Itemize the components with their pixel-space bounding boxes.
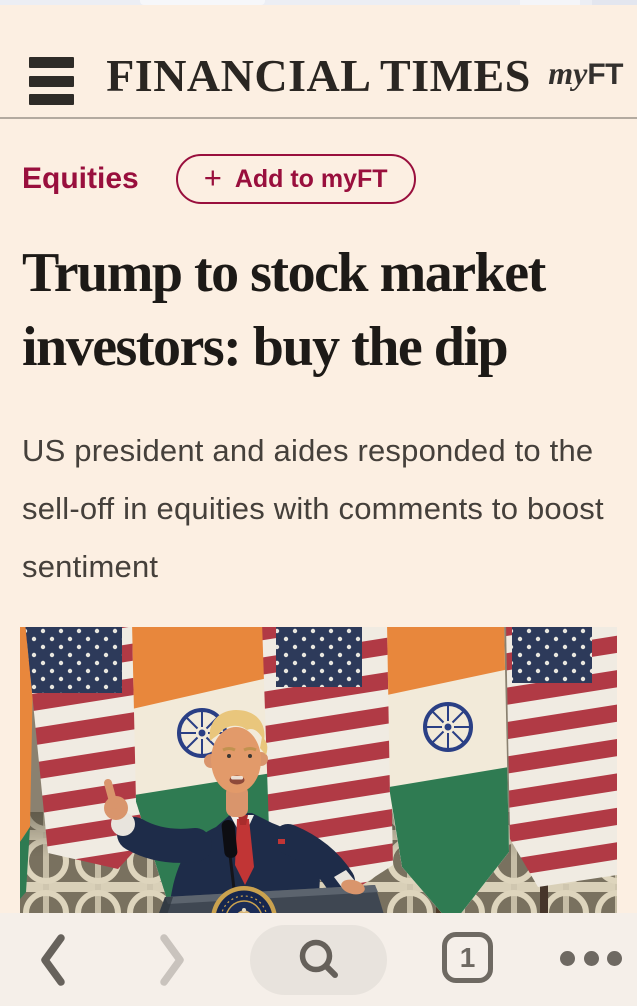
trump-hand xyxy=(334,869,365,894)
top-edge-segment xyxy=(592,0,637,5)
hamburger-icon xyxy=(29,57,74,68)
microphone-icon xyxy=(221,819,238,889)
tab-count: 1 xyxy=(459,941,476,973)
top-edge-segment xyxy=(140,0,265,5)
article-standfirst: US president and aides responded to the … xyxy=(22,432,604,584)
hamburger-icon xyxy=(29,75,74,87)
plus-icon: + xyxy=(203,160,222,195)
back-button[interactable] xyxy=(36,932,70,988)
article-headline: Trump to stock market investors: buy the… xyxy=(22,242,546,378)
site-header: FINANCIAL TIMES myFT xyxy=(0,5,637,117)
header-divider xyxy=(0,117,637,119)
hamburger-icon xyxy=(29,94,74,105)
browser-toolbar: 1 xyxy=(0,913,637,1006)
myft-prefix: my xyxy=(548,55,588,91)
tabs-button[interactable]: 1 xyxy=(442,932,493,983)
myft-link[interactable]: myFT xyxy=(548,55,623,92)
myft-suffix: FT xyxy=(587,58,623,91)
magnifier-icon xyxy=(299,939,338,978)
chevron-left-icon xyxy=(41,934,65,986)
tag-row: Equities + Add to myFT xyxy=(22,152,622,206)
us-flag xyxy=(506,626,617,887)
add-to-myft-label: Add to myFT xyxy=(234,164,388,193)
chevron-right-icon xyxy=(160,934,184,986)
topic-tag-equities[interactable]: Equities xyxy=(22,162,139,195)
search-button[interactable] xyxy=(250,925,387,995)
india-flag-sliver xyxy=(20,626,34,899)
article-image xyxy=(20,626,617,954)
ellipsis-icon xyxy=(560,951,575,966)
article: Equities + Add to myFT Trump to stock ma… xyxy=(0,152,637,954)
browser-top-edge xyxy=(0,0,637,5)
ft-masthead[interactable]: FINANCIAL TIMES xyxy=(106,50,531,101)
forward-button[interactable] xyxy=(155,932,189,988)
menu-button[interactable] xyxy=(29,57,74,105)
ellipsis-icon xyxy=(583,951,599,966)
more-menu-button[interactable] xyxy=(560,951,622,967)
ellipsis-icon xyxy=(607,951,622,966)
add-to-myft-button[interactable]: + Add to myFT xyxy=(175,154,416,204)
top-edge-segment xyxy=(520,0,580,5)
